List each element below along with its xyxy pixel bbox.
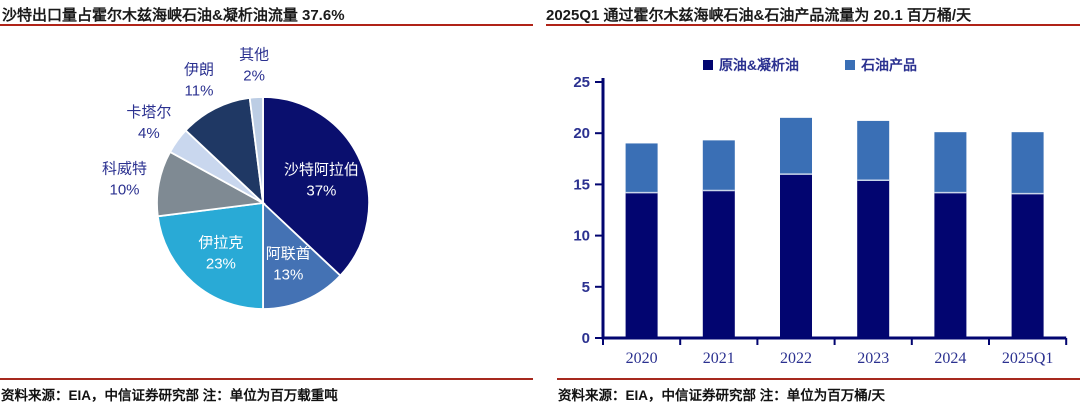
right-title-underline	[546, 24, 1080, 26]
right-source-note: 资料来源：EIA，中信证券研究部 注：单位为百万桶/天	[558, 388, 886, 403]
pie-label-其他: 其他 2%	[239, 46, 269, 84]
x-label-2022: 2022	[780, 350, 812, 367]
right-chart-title: 2025Q1 通过霍尔木兹海峡石油&石油产品流量为 20.1 百万桶/天	[546, 7, 972, 24]
y-tick-label: 10	[573, 228, 590, 245]
pie-label-伊拉克: 伊拉克 23%	[198, 235, 243, 273]
pie-slice-阿联酋	[262, 200, 342, 310]
pie-chart: 沙特阿拉伯 37% 阿联酋 13% 伊拉克 23% 科威特 10% 卡塔尔 4% 伊朗 11% 其他 2%	[102, 46, 370, 310]
right-footer-rule	[557, 378, 1080, 380]
y-tick-label: 25	[573, 74, 590, 91]
y-tick-label: 15	[573, 176, 590, 193]
pie-label-阿联酋: 阿联酋 13%	[266, 244, 311, 283]
x-label-2024: 2024	[934, 350, 966, 367]
bar-crude-2021	[702, 190, 735, 338]
bar-crude-2025Q1	[1011, 193, 1044, 338]
pie-slice-伊拉克	[156, 201, 264, 310]
pie-slice-其他	[248, 96, 264, 204]
left-title-underline	[0, 24, 533, 26]
pie-label-伊朗: 伊朗 11%	[184, 61, 214, 99]
bar-crude-2024	[934, 192, 967, 338]
x-label-2020: 2020	[626, 350, 658, 367]
pie-label-沙特阿拉伯: 沙特阿拉伯 37%	[284, 162, 359, 200]
bar-products-2021	[702, 140, 735, 191]
bar-products-2025Q1	[1011, 132, 1044, 194]
pie-slice-沙特阿拉伯	[262, 96, 370, 277]
y-tick-label: 20	[573, 125, 590, 142]
left-chart-title: 沙特出口量占霍尔木兹海峡石油&凝析油流量 37.6%	[2, 7, 345, 24]
left-source-note: 资料来源：EIA，中信证券研究部 注：单位为百万载重吨	[1, 388, 338, 403]
bar-crude-2020	[625, 192, 658, 338]
pie-label-科威特: 科威特 10%	[102, 161, 147, 199]
bar-axis	[601, 78, 1067, 340]
left-footer-rule	[0, 378, 533, 380]
stacked-bar-chart: 0 5 10 15 20 25 2020 2021 2022 2023 2024 2025Q1	[573, 74, 1068, 367]
bar-products-2023	[857, 120, 890, 181]
pie-label-卡塔尔: 卡塔尔 4%	[126, 104, 171, 142]
bar-products-2022	[780, 117, 812, 175]
x-label-2023: 2023	[857, 350, 889, 367]
bar-products-2024	[934, 132, 967, 193]
bar-products-2020	[625, 143, 658, 193]
x-label-2025Q1: 2025Q1	[1002, 350, 1054, 367]
y-tick-label: 5	[582, 279, 590, 296]
y-tick-label: 0	[582, 330, 590, 347]
bar-crude-2022	[780, 174, 812, 338]
pie-slice-伊朗	[184, 96, 265, 206]
x-label-2021: 2021	[703, 350, 735, 367]
bar-crude-2023	[857, 180, 890, 338]
